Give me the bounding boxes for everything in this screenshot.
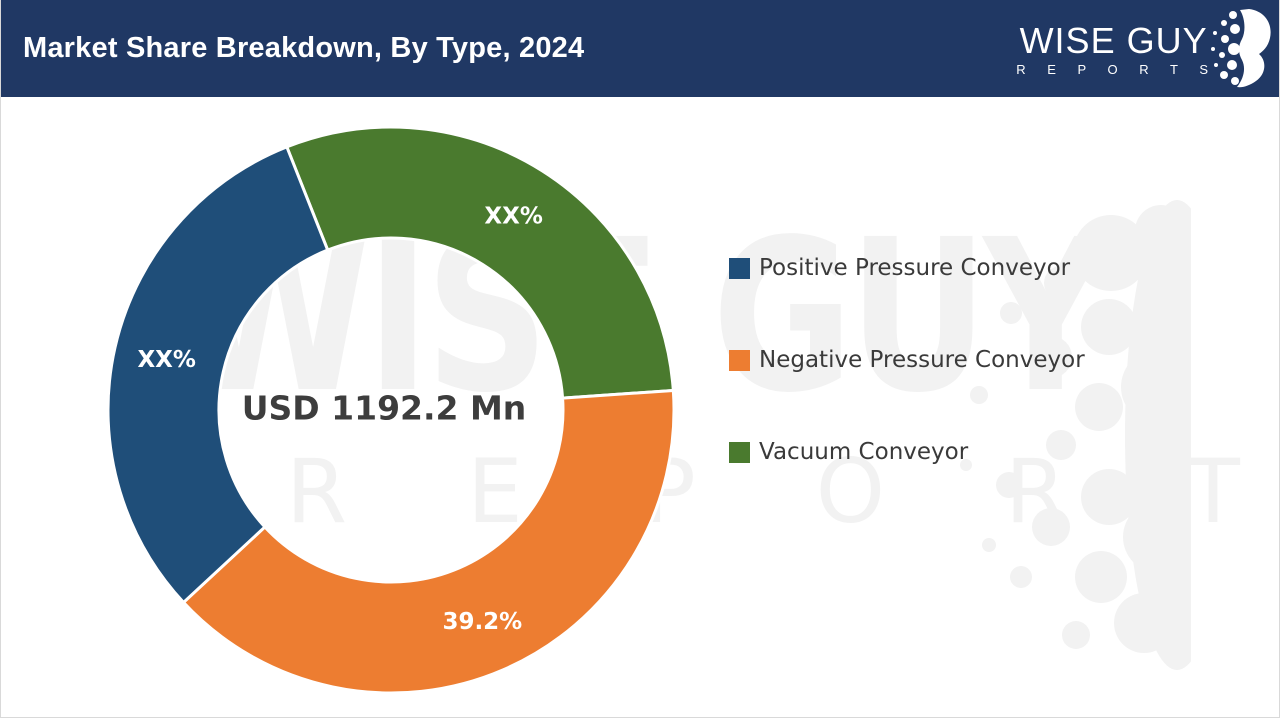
logo-wiseguy-label: WISE GUY — [1019, 20, 1208, 62]
watermark-face-dots — [960, 200, 1191, 670]
logo-reports-label: R E P O R T S — [1016, 61, 1217, 77]
legend-item-negative-pressure-conveyor: Negative Pressure Conveyor — [729, 339, 1085, 381]
legend-label: Positive Pressure Conveyor — [759, 255, 1071, 281]
donut-chart: XX% 39.2% XX% — [106, 125, 676, 695]
legend-swatch-blue — [729, 257, 750, 279]
legend-item-vacuum-conveyor: Vacuum Conveyor — [729, 431, 1085, 473]
logo-face-icon — [1211, 9, 1271, 88]
donut-segment-positive-pressure-conveyor — [106, 145, 330, 604]
wiseguy-logo: WISE GUY R E P O R T S — [1010, 6, 1273, 92]
donut-segment-vacuum-conveyor — [285, 125, 675, 400]
chart-center-value: USD 1192.2 Mn — [241, 388, 527, 428]
page-title: Market Share Breakdown, By Type, 2024 — [23, 32, 585, 64]
legend-label: Vacuum Conveyor — [759, 439, 969, 465]
segment-percent-label: XX% — [137, 347, 196, 373]
donut-segment-negative-pressure-conveyor — [181, 388, 676, 695]
legend-label: Negative Pressure Conveyor — [759, 347, 1085, 373]
legend-swatch-green — [729, 441, 750, 463]
legend-item-positive-pressure-conveyor: Positive Pressure Conveyor — [729, 247, 1085, 289]
header: Market Share Breakdown, By Type, 2024 WI… — [1, 0, 1279, 97]
legend: Positive Pressure Conveyor Negative Pres… — [729, 247, 1085, 523]
legend-swatch-orange — [729, 349, 750, 371]
logo-text: WISE GUY R E P O R T S — [1010, 21, 1217, 77]
segment-percent-label: 39.2% — [442, 609, 522, 635]
segment-percent-label: XX% — [484, 203, 543, 229]
